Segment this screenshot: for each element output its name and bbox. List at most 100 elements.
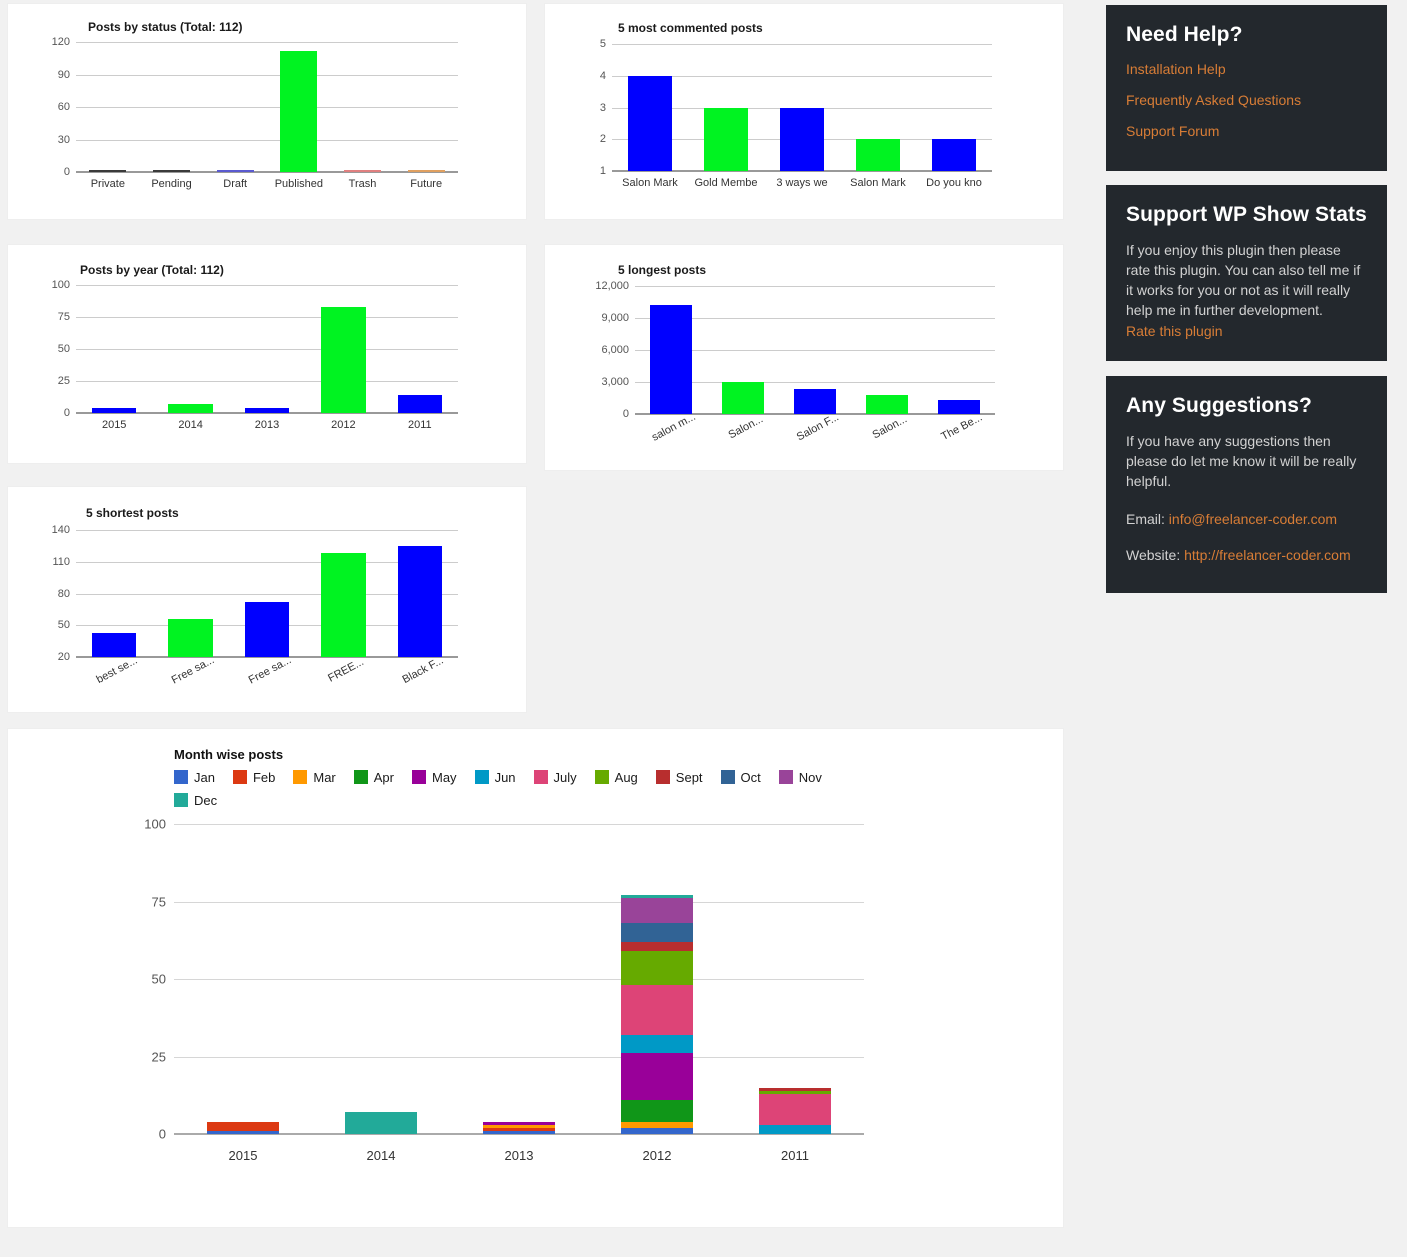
bar[interactable] xyxy=(92,407,137,413)
stack-segment[interactable] xyxy=(621,1034,693,1054)
link-faq[interactable]: Frequently Asked Questions xyxy=(1126,92,1302,108)
stack-segment[interactable] xyxy=(759,1087,831,1091)
stacked-bar-slot xyxy=(174,824,312,1134)
stack-segment[interactable] xyxy=(621,1099,693,1122)
stack-segment[interactable] xyxy=(207,1121,279,1131)
y-axis-tick-label: 30 xyxy=(57,133,70,146)
x-axis-labels: 2015 2014 2013 2012 2011 xyxy=(76,419,458,431)
stack-segment[interactable] xyxy=(759,1124,831,1134)
legend-item-mar[interactable]: Mar xyxy=(293,769,336,785)
stacked-bar[interactable] xyxy=(621,895,693,1134)
legend-swatch-icon xyxy=(594,770,609,784)
stacked-bar[interactable] xyxy=(345,1112,417,1134)
widget-website-line: Website: http://freelancer-coder.com xyxy=(1126,546,1367,566)
link-email[interactable]: info@freelancer-coder.com xyxy=(1168,510,1338,527)
bar-group xyxy=(76,530,458,657)
bar[interactable] xyxy=(321,306,366,413)
legend-label: Apr xyxy=(373,769,394,785)
legend-item-jan[interactable]: Jan xyxy=(174,769,215,785)
x-axis-line xyxy=(612,170,992,172)
bar[interactable] xyxy=(280,50,318,172)
stack-segment[interactable] xyxy=(759,1090,831,1094)
bar[interactable] xyxy=(407,170,445,172)
plot-area: 1 2 3 4 5 Salon Mark Gold Membe 3 ways we Salon … xyxy=(600,38,992,189)
bar-slot xyxy=(331,42,395,172)
stack-segment[interactable] xyxy=(621,1121,693,1128)
stack-segment[interactable] xyxy=(621,1127,693,1134)
stack-segment[interactable] xyxy=(345,1112,417,1134)
bar[interactable] xyxy=(92,632,137,657)
stacked-bar[interactable] xyxy=(483,1121,555,1134)
stacked-bar[interactable] xyxy=(759,1087,831,1134)
legend-item-july[interactable]: July xyxy=(533,769,577,785)
bar-slot xyxy=(916,44,992,171)
x-axis-tick-label: 2013 xyxy=(254,419,280,431)
link-rate-this-plugin[interactable]: Rate this plugin xyxy=(1126,322,1223,339)
link-support-forum[interactable]: Support Forum xyxy=(1126,123,1220,139)
legend-item-jun[interactable]: Jun xyxy=(474,769,516,785)
stack-segment[interactable] xyxy=(483,1127,555,1131)
card-posts-by-year: Posts by year (Total: 112) 0 25 50 75 100 201… xyxy=(8,245,526,463)
x-axis-line xyxy=(635,413,995,415)
stack-segment[interactable] xyxy=(759,1093,831,1125)
gridline xyxy=(76,285,458,286)
x-axis-tick-label: Future xyxy=(410,178,443,190)
bar[interactable] xyxy=(397,545,442,657)
bar[interactable] xyxy=(627,75,673,171)
bar[interactable] xyxy=(650,305,692,414)
bar[interactable] xyxy=(931,139,977,171)
gridline xyxy=(612,44,992,45)
stack-segment[interactable] xyxy=(621,941,693,952)
bar[interactable] xyxy=(153,170,190,172)
bar[interactable] xyxy=(244,601,290,657)
link-installation-help[interactable]: Installation Help xyxy=(1126,61,1226,77)
bar[interactable] xyxy=(866,394,908,414)
stack-segment[interactable] xyxy=(621,895,693,899)
bar[interactable] xyxy=(89,170,127,172)
legend-item-nov[interactable]: Nov xyxy=(778,769,822,785)
stack-segment[interactable] xyxy=(483,1121,555,1125)
legend-swatch-icon xyxy=(778,770,793,784)
x-axis-tick-label: 2011 xyxy=(408,419,432,431)
legend-item-aug[interactable]: Aug xyxy=(594,769,638,785)
stack-segment[interactable] xyxy=(621,985,693,1035)
bar[interactable] xyxy=(397,395,442,413)
bar[interactable] xyxy=(703,107,749,171)
bar[interactable] xyxy=(855,139,901,171)
legend-item-may[interactable]: May xyxy=(412,769,457,785)
bar[interactable] xyxy=(244,407,290,413)
y-axis-tick-label: 100 xyxy=(144,816,166,832)
stack-segment[interactable] xyxy=(483,1124,555,1128)
bar[interactable] xyxy=(938,400,980,414)
legend-item-dec[interactable]: Dec xyxy=(174,792,217,808)
chart-title-most-commented: 5 most commented posts xyxy=(618,21,763,35)
stack-segment[interactable] xyxy=(621,1053,693,1100)
legend-item-feb[interactable]: Feb xyxy=(232,769,275,785)
legend-item-sept[interactable]: Sept xyxy=(655,769,703,785)
bar[interactable] xyxy=(168,404,213,413)
x-axis-labels: Salon Mark Gold Membe 3 ways we Salon Mark D… xyxy=(612,177,992,189)
legend-swatch-icon xyxy=(655,770,670,784)
bar[interactable] xyxy=(321,553,366,657)
stack-segment[interactable] xyxy=(621,898,693,924)
stack-segment[interactable] xyxy=(207,1130,279,1134)
stack-segment[interactable] xyxy=(621,923,693,942)
bar[interactable] xyxy=(794,388,836,414)
link-website[interactable]: http://freelancer-coder.com xyxy=(1184,546,1351,563)
bar[interactable] xyxy=(722,382,764,414)
legend-item-apr[interactable]: Apr xyxy=(353,769,394,785)
stack-segment[interactable] xyxy=(621,951,693,986)
stacked-bar[interactable] xyxy=(207,1121,279,1134)
x-axis-tick-label: 2012 xyxy=(642,1148,672,1163)
stack-segment[interactable] xyxy=(483,1130,555,1134)
legend-item-oct[interactable]: Oct xyxy=(720,769,761,785)
bar[interactable] xyxy=(344,170,381,172)
bar[interactable] xyxy=(216,170,254,172)
bar[interactable] xyxy=(779,107,825,171)
bar-slot xyxy=(382,285,458,413)
y-axis-tick-label: 100 xyxy=(51,279,70,291)
bar[interactable] xyxy=(168,618,213,657)
y-axis-tick-label: 0 xyxy=(63,407,70,419)
gridline xyxy=(76,42,458,43)
